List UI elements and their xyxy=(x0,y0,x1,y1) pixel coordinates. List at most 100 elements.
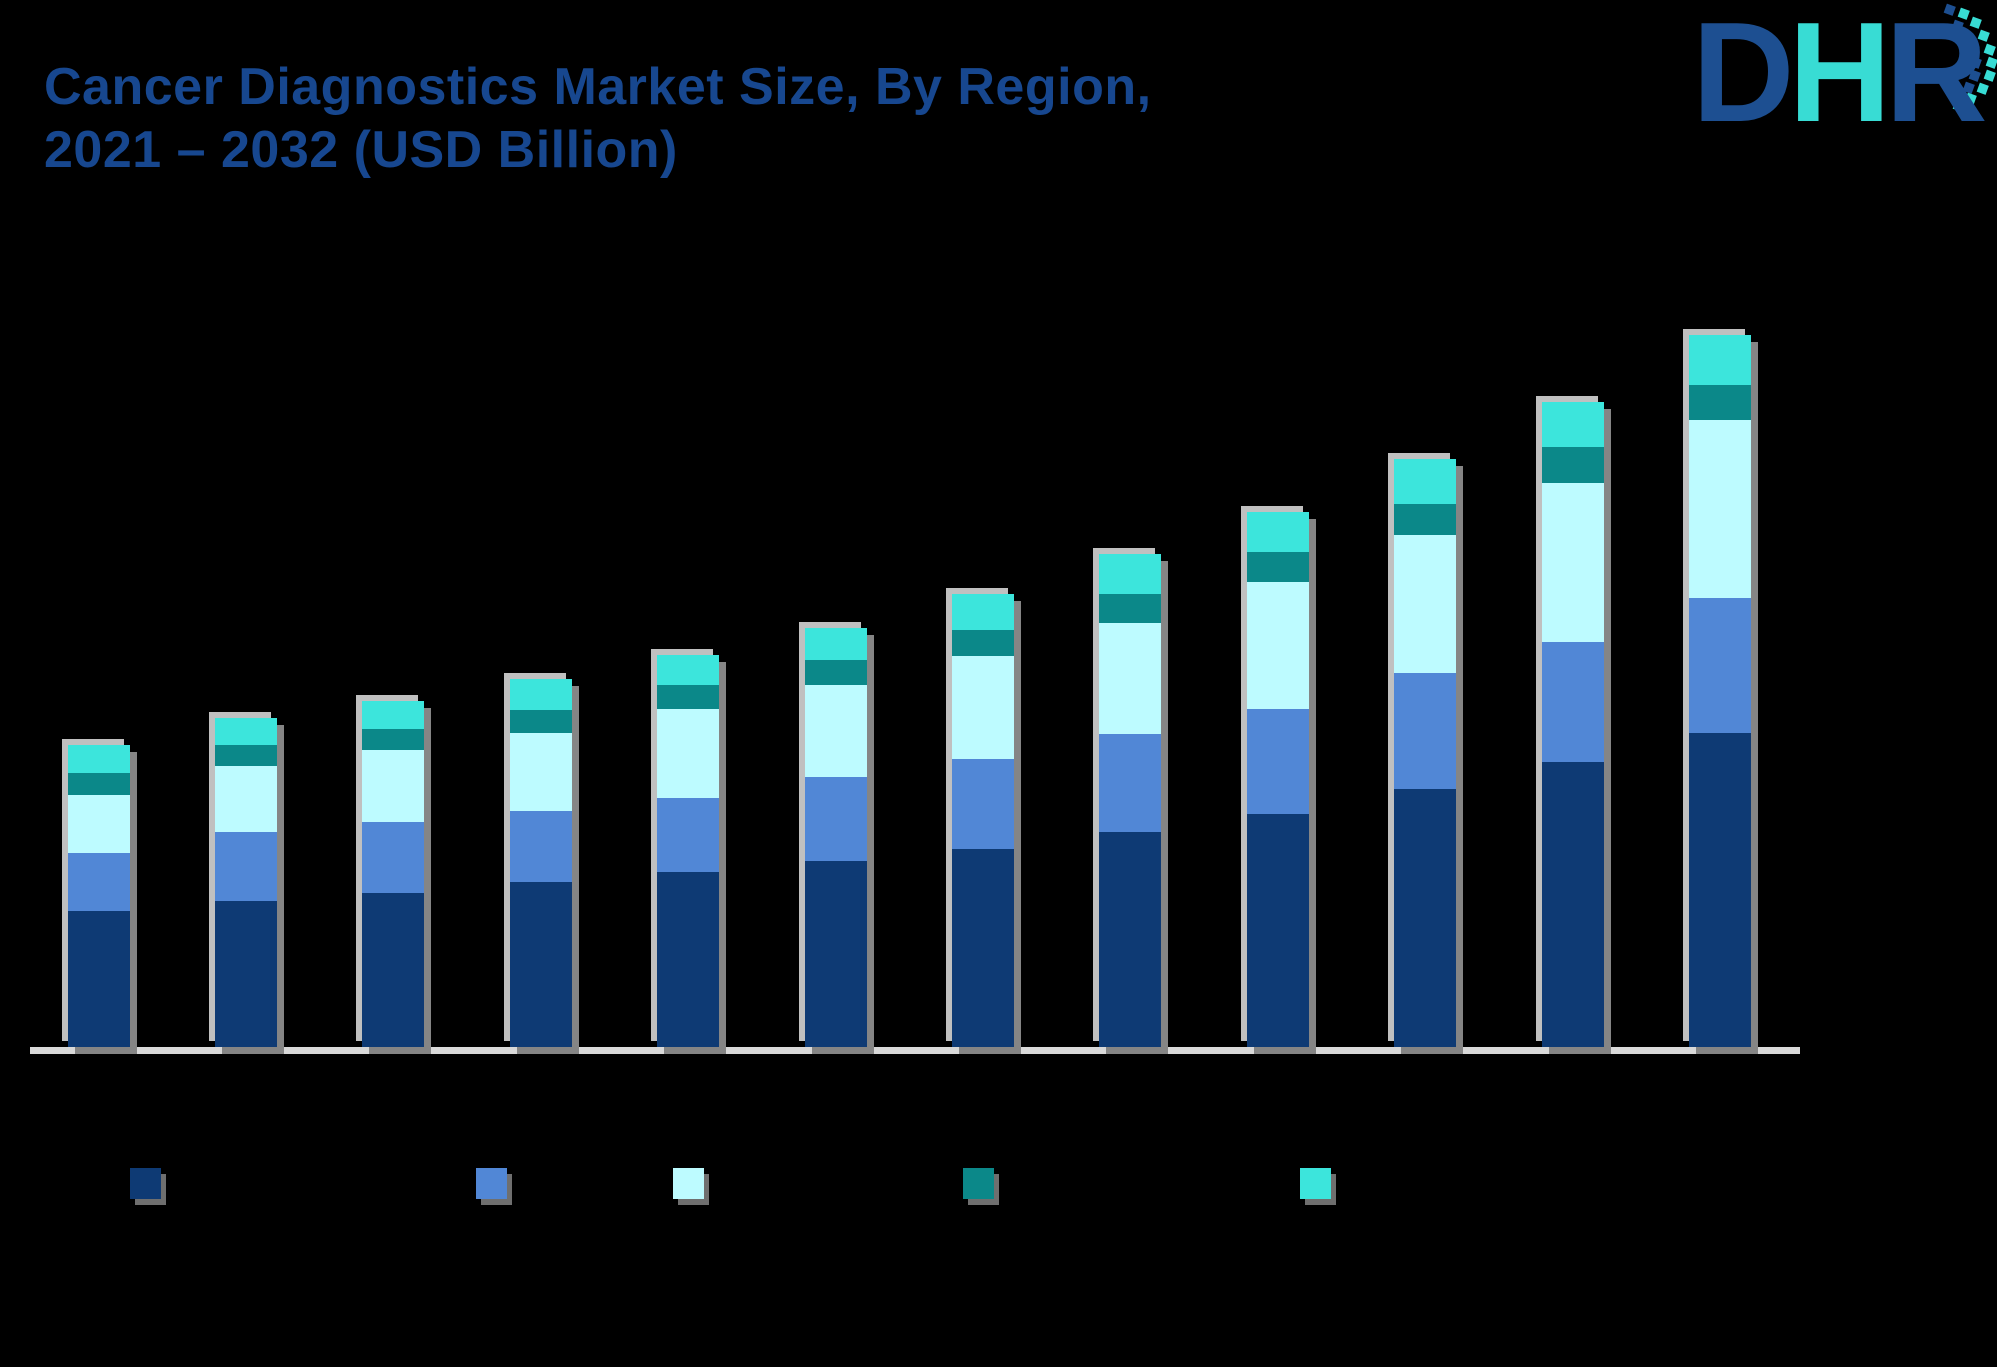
logo-dot xyxy=(1969,16,1982,29)
bar-2031 xyxy=(1542,402,1604,1047)
bar-2029-segment-navy xyxy=(1247,814,1309,1047)
logo-letter-r: R xyxy=(1885,0,1988,152)
bar-2030-segment-teal xyxy=(1394,504,1456,535)
bar-2025-segment-pale-cyan xyxy=(657,709,719,798)
logo-dot xyxy=(1943,3,1956,16)
bar-2025 xyxy=(657,655,719,1047)
bar-2025-segment-blue xyxy=(657,798,719,872)
bar-2024-segment-navy xyxy=(510,882,572,1047)
bar-2030-segment-turquoise xyxy=(1394,459,1456,504)
legend-swatch-4 xyxy=(963,1168,994,1199)
bar-2021-segment-teal xyxy=(68,773,130,795)
bar-2031-segment-navy xyxy=(1542,762,1604,1047)
bar-2026-segment-teal xyxy=(805,660,867,685)
legend-item-5 xyxy=(1300,1168,1345,1199)
logo-dot xyxy=(1952,99,1965,112)
bar-2028-segment-navy xyxy=(1099,832,1161,1047)
bar-2023-segment-blue xyxy=(362,822,424,893)
logo-letter-d: D xyxy=(1692,0,1795,152)
bar-2028-segment-blue xyxy=(1099,734,1161,832)
bar-2022-segment-pale-cyan xyxy=(215,766,277,832)
bar-2022-segment-navy xyxy=(215,901,277,1047)
legend-item-2 xyxy=(476,1168,521,1199)
legend-swatch-1 xyxy=(130,1168,161,1199)
bar-2030 xyxy=(1394,459,1456,1047)
bar-2032-segment-navy xyxy=(1689,733,1751,1047)
logo-dot xyxy=(1961,30,1974,43)
logo-dot xyxy=(1976,82,1989,95)
x-axis-baseline xyxy=(30,1047,1800,1054)
chart-title: Cancer Diagnostics Market Size, By Regio… xyxy=(44,56,1152,182)
bar-2027 xyxy=(952,594,1014,1047)
legend-swatch-2 xyxy=(476,1168,507,1199)
bar-2032-segment-blue xyxy=(1689,598,1751,733)
bar-2030-segment-navy xyxy=(1394,789,1456,1047)
bar-2032-segment-teal xyxy=(1689,385,1751,420)
bar-2029 xyxy=(1247,512,1309,1047)
bar-2023-segment-navy xyxy=(362,893,424,1047)
bar-2028-segment-teal xyxy=(1099,594,1161,623)
bar-2027-segment-teal xyxy=(952,630,1014,656)
bar-2029-segment-blue xyxy=(1247,709,1309,814)
logo-dot xyxy=(1951,19,1964,32)
logo-dot xyxy=(1964,92,1977,105)
bar-2026-segment-pale-cyan xyxy=(805,685,867,777)
bar-2032-segment-pale-cyan xyxy=(1689,420,1751,598)
bar-2024 xyxy=(510,679,572,1047)
bar-2025-segment-navy xyxy=(657,872,719,1047)
bar-2031-segment-turquoise xyxy=(1542,402,1604,447)
bar-2031-segment-blue xyxy=(1542,642,1604,762)
logo-dot xyxy=(1957,7,1970,20)
legend-swatch-5 xyxy=(1300,1168,1331,1199)
bar-2028-segment-pale-cyan xyxy=(1099,623,1161,734)
bar-2023 xyxy=(362,701,424,1047)
bar-2026-segment-navy xyxy=(805,861,867,1047)
bar-2029-segment-turquoise xyxy=(1247,512,1309,552)
bar-2022-segment-teal xyxy=(215,745,277,766)
bar-2029-segment-pale-cyan xyxy=(1247,582,1309,709)
logo-dots-arc-icon xyxy=(1943,3,1997,112)
bar-2021-segment-navy xyxy=(68,911,130,1047)
bar-2024-segment-teal xyxy=(510,710,572,733)
logo-dot xyxy=(1968,69,1981,82)
legend-swatch-3 xyxy=(673,1168,704,1199)
logo-dot xyxy=(1983,43,1996,56)
dhr-logo: DHR xyxy=(1692,2,1988,144)
logo-dot xyxy=(1983,69,1996,82)
bar-2027-segment-turquoise xyxy=(952,594,1014,630)
bar-2029-segment-teal xyxy=(1247,552,1309,582)
bar-2025-segment-turquoise xyxy=(657,655,719,685)
bar-2027-segment-navy xyxy=(952,849,1014,1047)
bar-2021-segment-turquoise xyxy=(68,745,130,773)
bar-2021-segment-blue xyxy=(68,853,130,911)
bar-2027-segment-blue xyxy=(952,759,1014,849)
bar-2021 xyxy=(68,745,130,1047)
bar-2021-segment-pale-cyan xyxy=(68,795,130,853)
logo-dot xyxy=(1985,56,1997,69)
legend-item-3 xyxy=(673,1168,718,1199)
bar-2031-segment-pale-cyan xyxy=(1542,483,1604,642)
logo-letter-h: H xyxy=(1788,0,1892,152)
bar-2030-segment-blue xyxy=(1394,673,1456,789)
bar-2031-segment-teal xyxy=(1542,447,1604,483)
legend-item-1 xyxy=(130,1168,175,1199)
bar-2026 xyxy=(805,628,867,1047)
legend-item-4 xyxy=(963,1168,1008,1199)
logo-dot xyxy=(1967,43,1980,56)
bar-2023-segment-turquoise xyxy=(362,701,424,729)
bar-2022 xyxy=(215,718,277,1047)
bar-2028 xyxy=(1099,554,1161,1047)
logo-dot xyxy=(1977,29,1990,42)
bar-2032 xyxy=(1689,335,1751,1047)
bar-2023-segment-teal xyxy=(362,729,424,750)
logo-dot xyxy=(1962,81,1975,94)
chart-title-line1: Cancer Diagnostics Market Size, By Regio… xyxy=(44,58,1152,116)
bar-2024-segment-pale-cyan xyxy=(510,733,572,811)
bar-2027-segment-pale-cyan xyxy=(952,656,1014,759)
bar-2025-segment-teal xyxy=(657,685,719,709)
bar-2023-segment-pale-cyan xyxy=(362,750,424,822)
bar-2028-segment-turquoise xyxy=(1099,554,1161,594)
logo-dot xyxy=(1969,56,1982,69)
